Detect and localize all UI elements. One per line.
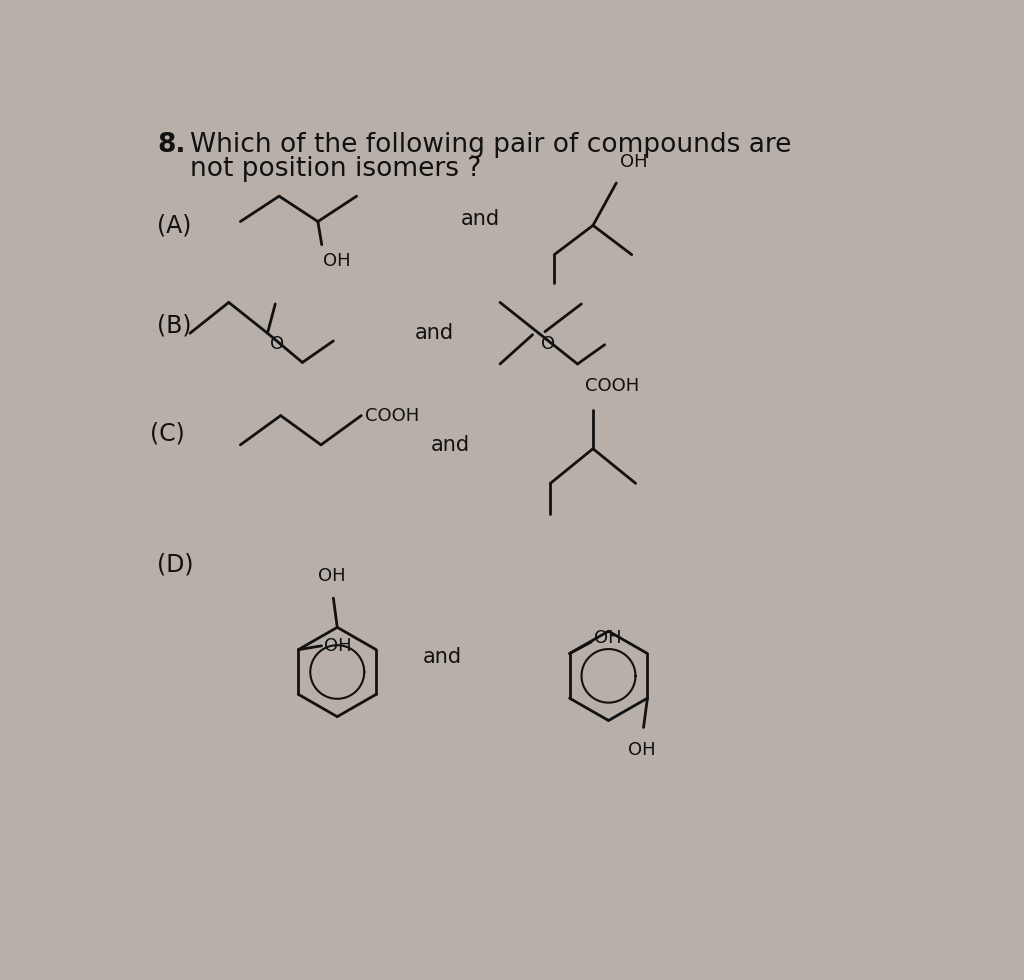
Text: and: and xyxy=(430,435,469,455)
Text: (C): (C) xyxy=(150,421,184,445)
Text: O: O xyxy=(541,335,555,353)
Text: OH: OH xyxy=(324,637,351,655)
Text: (A): (A) xyxy=(158,214,191,237)
Text: 8.: 8. xyxy=(158,131,186,158)
Text: OH: OH xyxy=(621,154,648,172)
Text: O: O xyxy=(270,335,284,353)
Text: OH: OH xyxy=(324,252,351,270)
Text: (B): (B) xyxy=(158,314,191,337)
Text: not position isomers ?: not position isomers ? xyxy=(190,156,481,182)
Text: (D): (D) xyxy=(158,552,194,576)
Text: OH: OH xyxy=(317,567,345,585)
Text: and: and xyxy=(423,647,462,666)
Text: OH: OH xyxy=(594,629,622,647)
Text: COOH: COOH xyxy=(366,407,420,424)
Text: COOH: COOH xyxy=(586,376,640,395)
Text: Which of the following pair of compounds are: Which of the following pair of compounds… xyxy=(190,131,792,158)
Text: and: and xyxy=(461,210,501,229)
Text: and: and xyxy=(415,323,454,343)
Text: OH: OH xyxy=(628,741,655,759)
